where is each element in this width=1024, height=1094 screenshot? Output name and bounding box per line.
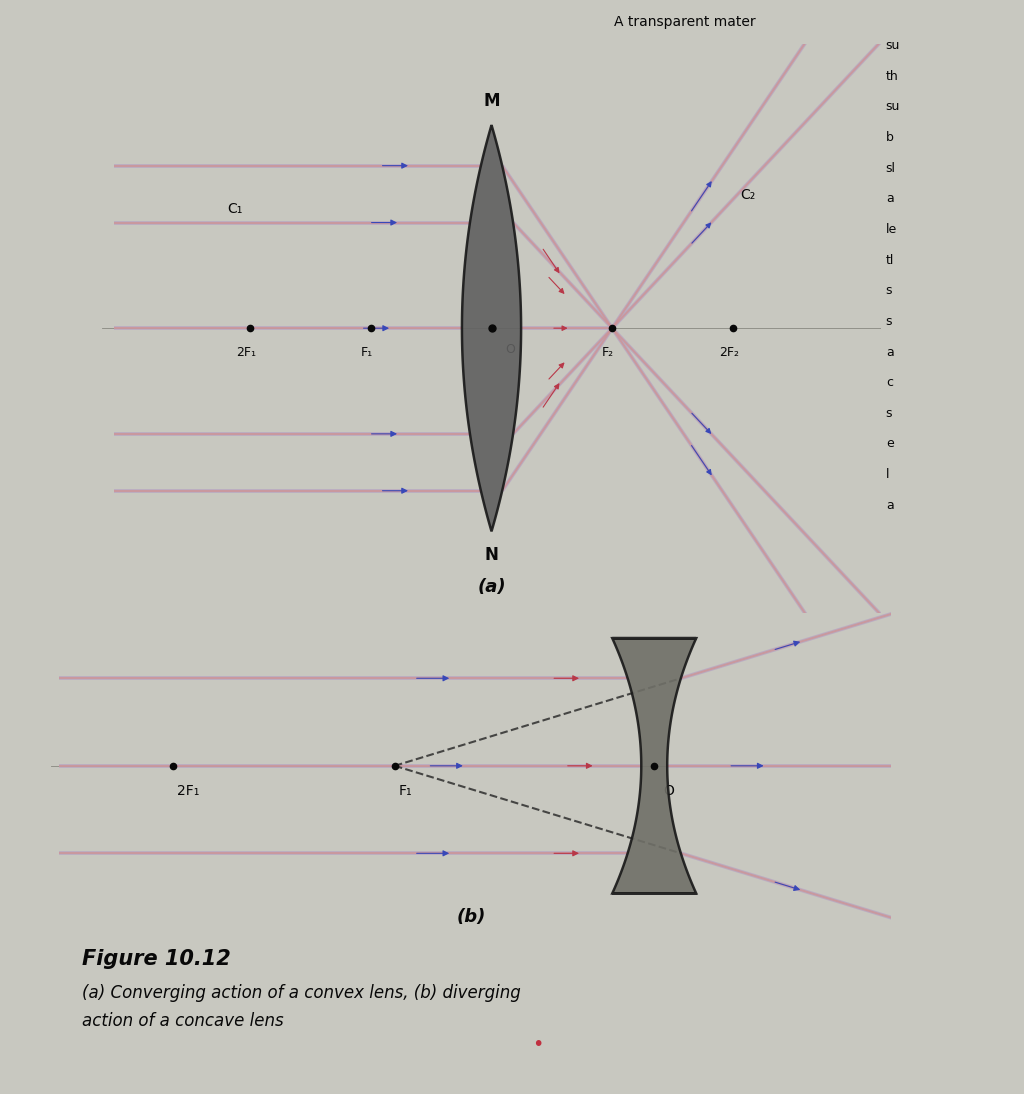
Text: l: l bbox=[886, 468, 889, 481]
Text: Figure 10.12: Figure 10.12 bbox=[82, 948, 230, 969]
Text: 2F₁: 2F₁ bbox=[237, 346, 256, 359]
Text: •: • bbox=[532, 1035, 544, 1055]
Text: C₁: C₁ bbox=[227, 202, 243, 216]
Text: e: e bbox=[886, 438, 894, 451]
Text: th: th bbox=[886, 70, 898, 83]
Text: le: le bbox=[886, 223, 897, 236]
Text: O: O bbox=[664, 784, 674, 798]
Text: N: N bbox=[484, 546, 499, 565]
Text: su: su bbox=[886, 101, 900, 114]
Text: s: s bbox=[886, 315, 892, 328]
Text: M: M bbox=[483, 92, 500, 110]
Text: C₂: C₂ bbox=[740, 188, 756, 202]
Text: tl: tl bbox=[886, 254, 894, 267]
Text: 2F₂: 2F₂ bbox=[719, 346, 739, 359]
Polygon shape bbox=[612, 638, 696, 894]
Text: a: a bbox=[886, 346, 894, 359]
Text: (b): (b) bbox=[457, 908, 485, 927]
Text: 2F₁: 2F₁ bbox=[177, 784, 200, 798]
Text: A transparent mater: A transparent mater bbox=[614, 15, 756, 30]
Text: sl: sl bbox=[886, 162, 896, 175]
Text: action of a concave lens: action of a concave lens bbox=[82, 1012, 284, 1031]
Text: (a) Converging action of a convex lens, (b) diverging: (a) Converging action of a convex lens, … bbox=[82, 984, 520, 1002]
Text: a: a bbox=[886, 193, 894, 206]
Text: F₁: F₁ bbox=[360, 346, 373, 359]
Text: s: s bbox=[886, 284, 892, 298]
Text: F₁: F₁ bbox=[398, 784, 412, 798]
Text: a: a bbox=[886, 499, 894, 512]
Text: s: s bbox=[886, 407, 892, 420]
Text: b: b bbox=[886, 131, 894, 144]
Text: O: O bbox=[506, 342, 515, 356]
Text: c: c bbox=[886, 376, 893, 389]
Text: (a): (a) bbox=[477, 579, 506, 596]
Text: su: su bbox=[886, 39, 900, 53]
Polygon shape bbox=[462, 125, 521, 532]
Text: F₂: F₂ bbox=[602, 346, 614, 359]
